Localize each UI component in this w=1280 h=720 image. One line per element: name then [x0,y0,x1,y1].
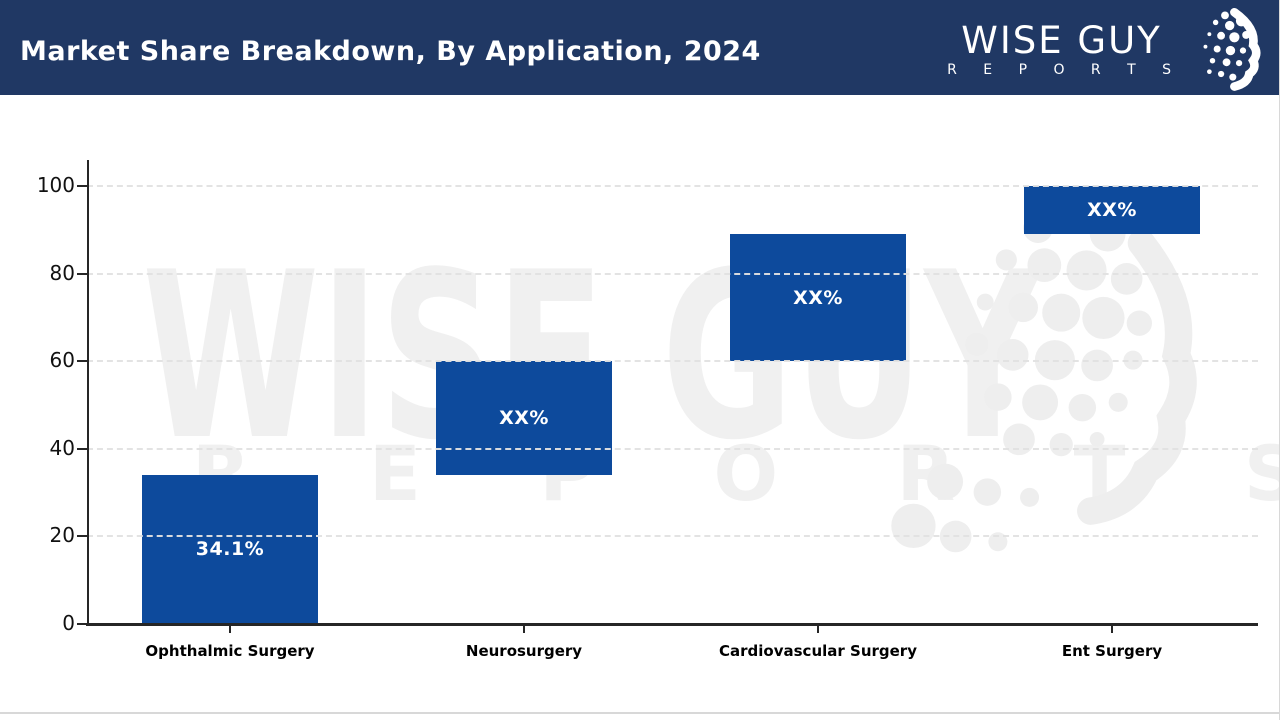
bar-value-label: XX% [499,406,549,429]
y-gridline [87,185,1258,187]
x-category-label: Ophthalmic Surgery [145,642,315,660]
brand-subname: R E P O R T S [947,61,1182,78]
y-tick-label: 80 [49,260,75,285]
bar-segment: XX% [730,234,906,362]
header-bar: Market Share Breakdown, By Application, … [0,0,1279,95]
y-tick-label: 0 [62,611,75,635]
y-tick-label: 20 [49,523,75,548]
bar-value-label: 34.1% [195,538,265,561]
y-tick-mark [77,185,87,187]
bar-segment: XX% [1024,186,1200,235]
bar-segment: 34.1% [142,474,318,624]
y-gridline [87,360,1258,363]
y-tick-mark [77,360,87,363]
page-title: Market Share Breakdown, By Application, … [20,36,761,67]
x-tick-mark [229,626,231,633]
plot-area: 0 20 40 60 80 100 34.1% Ophthalmic Surgery XX% Ne… [0,95,1279,720]
y-axis-line [87,159,89,626]
y-tick-mark [77,535,87,538]
x-tick-mark [1111,626,1113,633]
y-tick-label: 60 [49,348,75,373]
y-tick-mark [77,272,87,275]
x-axis-line [86,623,1258,626]
brand-logo: WISE GUY R E P O R T S [941,6,1266,92]
bar-value-label: XX% [1087,199,1137,222]
bar-segment: XX% [436,361,612,475]
x-tick-mark [817,626,819,633]
brand-head-icon [1203,7,1261,91]
y-tick-mark [77,623,87,625]
x-tick-mark [523,626,525,633]
bar-value-label: XX% [793,286,843,309]
y-gridline [87,447,1258,450]
x-category-label: Neurosurgery [465,642,583,660]
y-tick-mark [77,447,87,450]
bottom-border-line [0,712,1279,714]
x-category-label: Cardiovascular Surgery [719,642,917,660]
brand-name: WISE GUY [961,18,1162,62]
y-tick-label: 100 [36,173,75,197]
y-gridline [87,535,1258,538]
y-tick-label: 40 [49,435,75,460]
x-category-label: Ent Surgery [1061,642,1163,660]
y-gridline [87,272,1258,275]
brand-logo-text: WISE GUY R E P O R T S [941,18,1182,78]
